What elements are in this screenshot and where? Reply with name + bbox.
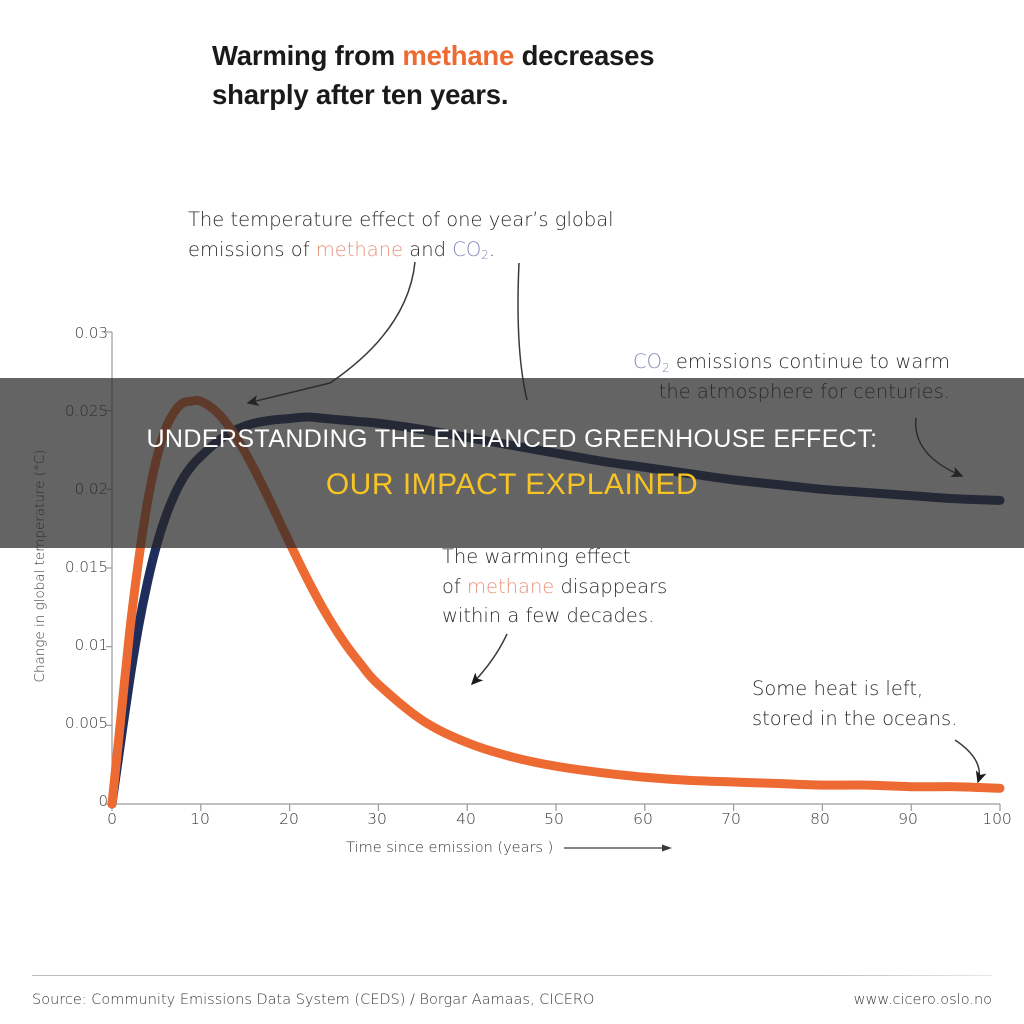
y-tick-label: 0.01 — [74, 636, 108, 654]
overlay-headline: UNDERSTANDING THE ENHANCED GREENHOUSE EF… — [146, 424, 878, 453]
annotation-intro-period: . — [488, 237, 496, 261]
annotation-methane-word: methane — [467, 574, 555, 598]
annotation-co2-label: CO2 — [633, 350, 670, 375]
y-tick-label: 0.015 — [65, 558, 108, 576]
x-tick-label: 50 — [544, 810, 564, 828]
annotation-intro-methane: methane — [315, 237, 404, 261]
annotation-intro: The temperature effect of one year’s glo… — [188, 205, 698, 264]
title-line1-pre: Warming from — [212, 40, 403, 71]
annotation-methane-line1: The warming effect — [442, 545, 631, 568]
annotation-methane-decay: The warming effect of methane disappears… — [442, 542, 722, 631]
x-tick-label: 10 — [190, 810, 210, 828]
footer-divider — [32, 975, 992, 976]
annotation-methane-line3: within a few decades. — [442, 604, 655, 628]
x-tick-label: 90 — [898, 810, 918, 828]
title-highlight-methane: methane — [402, 40, 515, 71]
y-tick-label: 0.03 — [74, 324, 108, 342]
title-line2: sharply after ten years. — [212, 79, 509, 111]
x-tick-label: 80 — [810, 810, 830, 828]
co2-text: CO — [633, 350, 662, 373]
co2-subscript: 2 — [481, 248, 489, 263]
annotation-methane-line2a: of — [442, 574, 467, 598]
x-tick-label: 0 — [107, 810, 117, 828]
co2-text: CO — [452, 237, 482, 261]
x-axis-title: Time since emission (years ) — [346, 840, 554, 856]
overlay-subheadline: OUR IMPACT EXPLAINED — [325, 467, 699, 501]
x-tick-label: 30 — [367, 810, 387, 828]
overlay-banner: UNDERSTANDING THE ENHANCED GREENHOUSE EF… — [0, 378, 1024, 548]
x-tick-label: 40 — [456, 810, 476, 828]
annotation-intro-co2: CO2 — [452, 237, 489, 263]
annotation-intro-line2a: emissions of — [188, 237, 316, 261]
x-axis-ticks: 0 10 20 30 40 50 60 70 80 90 100 — [0, 802, 1024, 838]
annotation-ocean-heat: Some heat is left, stored in the oceans. — [752, 674, 1002, 733]
x-tick-label: 60 — [633, 810, 653, 828]
x-axis-title-wrap: Time since emission (years ) — [300, 840, 720, 856]
co2-subscript: 2 — [661, 360, 670, 375]
annotation-intro-and: and — [403, 237, 453, 261]
x-tick-label: 70 — [721, 810, 741, 828]
footer-url[interactable]: www.cicero.oslo.no — [853, 992, 992, 1008]
y-tick-label: 0 — [98, 792, 108, 810]
title-line1-post: decreases — [514, 40, 655, 71]
x-tick-marks — [111, 804, 1001, 811]
annotation-methane-line2b: disappears — [554, 574, 668, 598]
annotation-intro-line1: The temperature effect of one year’s glo… — [188, 208, 614, 231]
annotation-ocean-line1: Some heat is left, — [752, 677, 924, 700]
x-tick-label: 20 — [279, 810, 299, 828]
annotation-ocean-line2: stored in the oceans. — [752, 706, 958, 730]
footer-source: Source: Community Emissions Data System … — [32, 992, 595, 1008]
page-title: Warming from methane decreases sharply a… — [212, 36, 852, 114]
y-tick-label: 0.005 — [65, 714, 108, 732]
x-axis-arrow-icon — [563, 844, 672, 852]
x-tick-label: 100 — [982, 810, 1012, 828]
